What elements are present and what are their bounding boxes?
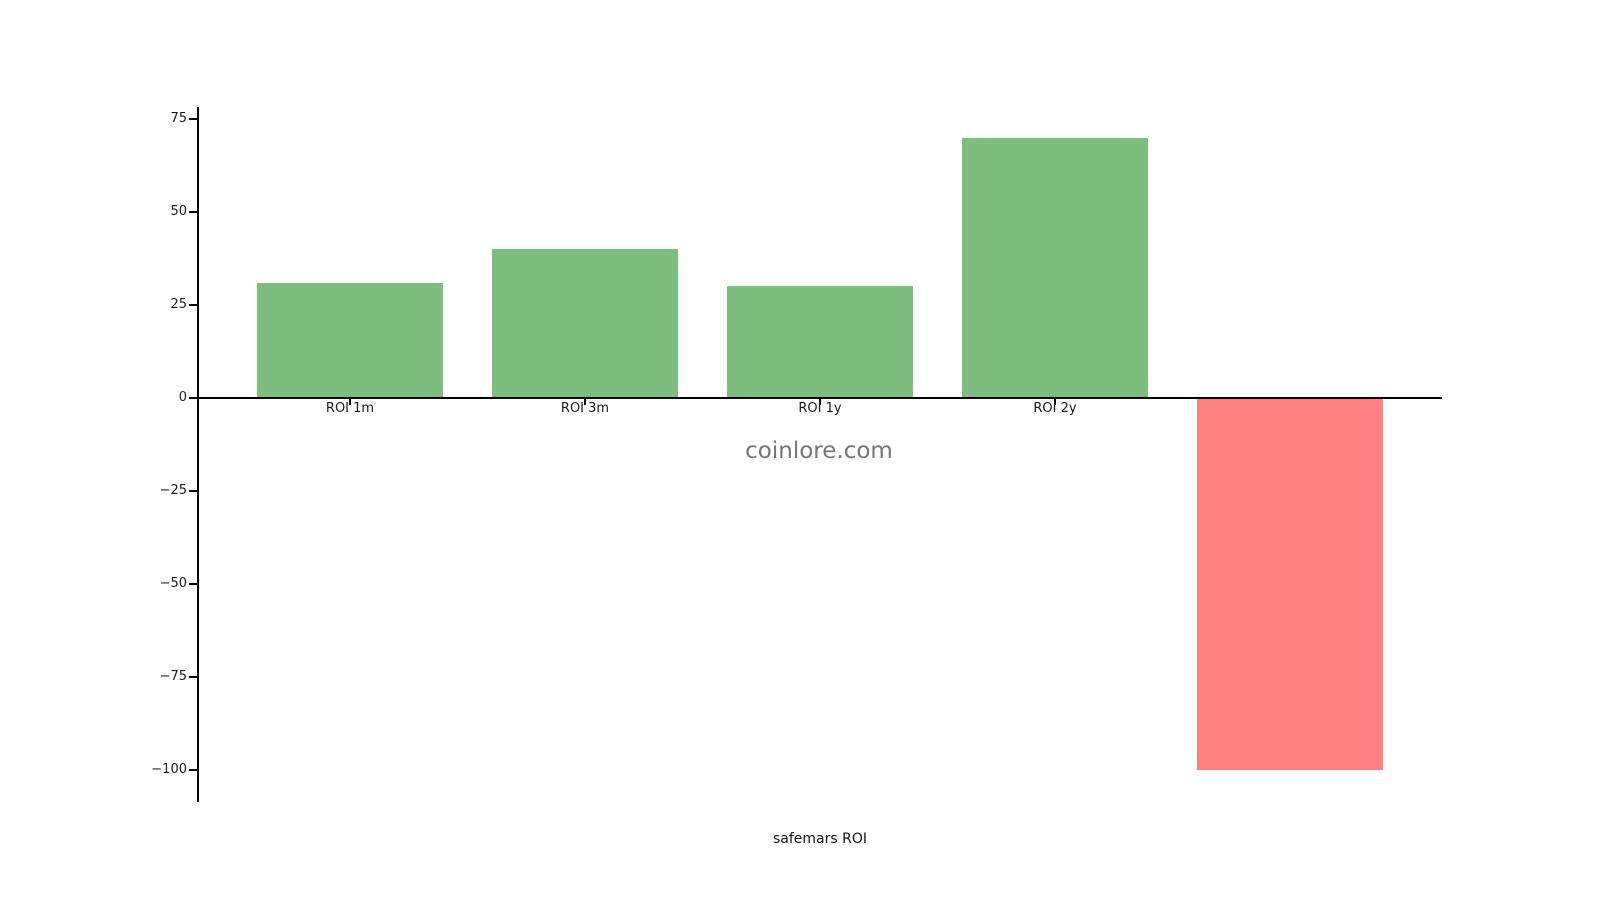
y-tick-label: 50 bbox=[170, 204, 187, 219]
y-tick-mark bbox=[189, 211, 197, 213]
x-tick-mark bbox=[349, 398, 351, 405]
y-tick-mark bbox=[189, 397, 197, 399]
x-axis-title: safemars ROI bbox=[772, 831, 868, 847]
bar-roi-2y bbox=[962, 138, 1148, 398]
x-tick-label: ROI 1y bbox=[798, 401, 842, 416]
bar-roi-1m bbox=[257, 283, 443, 398]
bar-unlabeled bbox=[1197, 399, 1383, 770]
y-axis-spine bbox=[197, 107, 199, 802]
y-tick-label: −25 bbox=[159, 483, 187, 498]
y-tick-label: 0 bbox=[178, 390, 187, 405]
bar-roi-3m bbox=[492, 249, 678, 398]
y-tick-mark bbox=[189, 118, 197, 120]
y-tick-label: 25 bbox=[170, 297, 187, 312]
x-tick-label: ROI 1m bbox=[325, 401, 375, 416]
y-tick-mark bbox=[189, 676, 197, 678]
y-tick-label: −75 bbox=[159, 669, 187, 684]
y-tick-mark bbox=[189, 490, 197, 492]
y-tick-mark bbox=[189, 304, 197, 306]
y-tick-label: 75 bbox=[170, 111, 187, 126]
y-tick-mark bbox=[189, 583, 197, 585]
x-tick-label: ROI 2y bbox=[1033, 401, 1077, 416]
y-tick-label: −50 bbox=[159, 576, 187, 591]
x-tick-mark bbox=[1054, 398, 1056, 405]
watermark-text: coinlore.com bbox=[745, 438, 893, 464]
bar-roi-1y bbox=[727, 286, 913, 398]
x-axis-line bbox=[197, 397, 1442, 399]
x-tick-label: ROI 3m bbox=[560, 401, 610, 416]
y-tick-label: −100 bbox=[151, 762, 187, 777]
x-tick-mark bbox=[584, 398, 586, 405]
x-tick-mark bbox=[819, 398, 821, 405]
y-tick-mark bbox=[189, 769, 197, 771]
